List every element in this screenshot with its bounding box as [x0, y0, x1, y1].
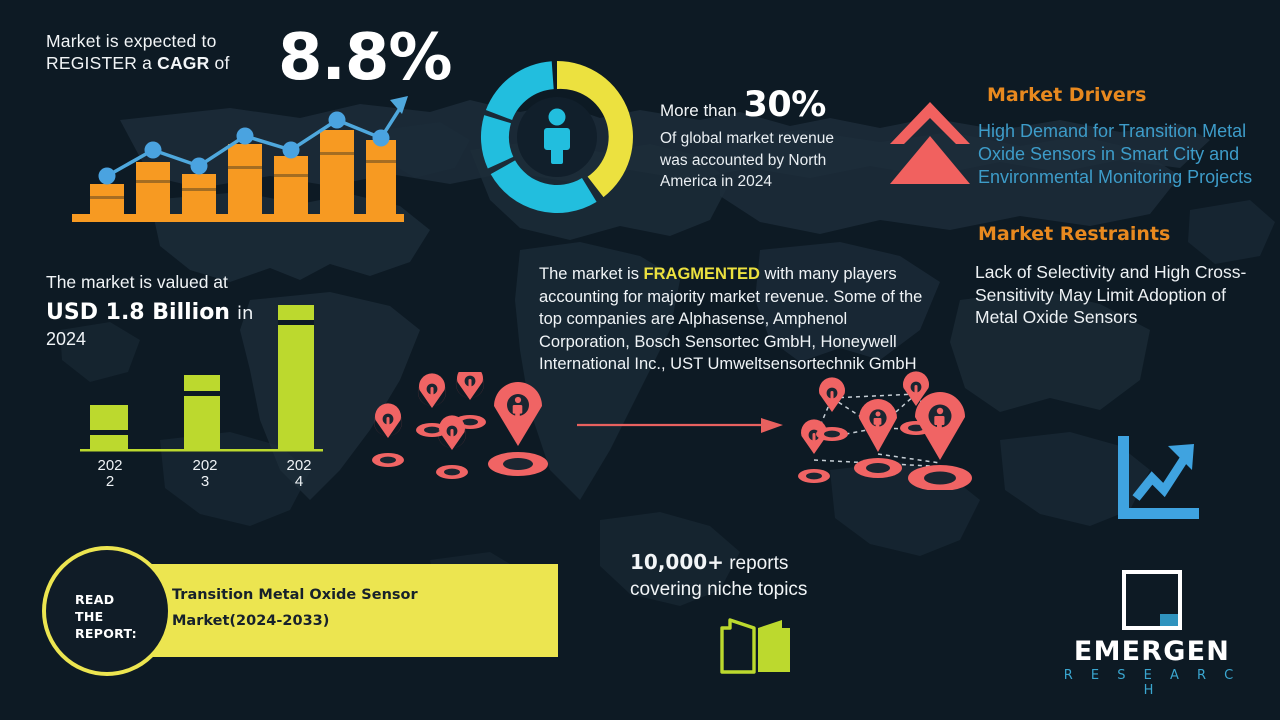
donut-slice-d	[485, 61, 554, 120]
reports-count-word: reports	[723, 553, 789, 574]
svg-text:202: 202	[192, 457, 217, 474]
report-title-line1: Transition Metal Oxide Sensor	[172, 587, 418, 603]
map-pin-large	[488, 382, 548, 476]
chart-data-points	[98, 111, 390, 185]
map-pin	[436, 415, 468, 479]
trend-arrowhead	[390, 96, 408, 114]
chart-bar-notches	[90, 152, 396, 199]
flow-arrow-icon	[575, 412, 785, 440]
logo-subtitle: R E S E A R C H	[1063, 668, 1241, 698]
map-pin-large	[908, 392, 972, 491]
donut-slice-c	[480, 115, 514, 169]
map-pin	[816, 377, 848, 441]
read-report-label: READ THE REPORT:	[75, 592, 137, 641]
valuation-in-word: in	[236, 303, 254, 324]
market-drivers-title: Market Drivers	[987, 84, 1147, 106]
chart-bars	[90, 130, 396, 214]
map-pins-cluster-left	[358, 365, 588, 492]
cagr-lead-text: Market is expected to REGISTER a CAGR of	[46, 26, 261, 74]
logo-square-icon	[1122, 570, 1182, 630]
market-valuation-block: The market is valued at USD 1.8 Billion …	[46, 272, 336, 351]
read-report-badge[interactable]: READ THE REPORT:	[42, 546, 172, 676]
cagr-value: 8.8%	[278, 21, 452, 95]
green-chart-baseline	[80, 449, 323, 452]
reports-count-subtitle: covering niche topics	[630, 579, 808, 600]
donut-slice-b	[490, 160, 597, 214]
cagr-lead-line2-post: of	[209, 53, 230, 73]
map-pin	[372, 403, 404, 467]
na-description: Of global market revenue was accounted b…	[660, 130, 835, 190]
green-bar-notches	[90, 320, 314, 435]
reports-count-value: 10,000+	[630, 550, 724, 574]
report-title-line2: Market(2024-2033)	[172, 613, 330, 629]
regional-share-donut	[478, 58, 636, 216]
fragmented-post: with many players accounting for majorit…	[539, 265, 923, 374]
na-more-than-label: More than	[660, 101, 737, 120]
green-bars	[90, 305, 314, 450]
market-restraints-text: Lack of Selectivity and High Cross-Sensi…	[975, 262, 1247, 327]
open-book-icon	[718, 616, 794, 674]
cagr-lead-line1: Market is expected to	[46, 31, 217, 51]
fragmented-market-text: The market is FRAGMENTED with many playe…	[539, 263, 929, 376]
emergen-research-logo: EMERGEN R E S E A R C H	[1062, 570, 1242, 698]
chart-baseline	[72, 214, 404, 222]
growth-trend-chart	[72, 88, 412, 222]
read-report-banner[interactable]: Transition Metal Oxide Sensor Market(202…	[148, 564, 558, 657]
cagr-lead-bold: CAGR	[157, 53, 210, 73]
valuation-lead: The market is valued at	[46, 272, 228, 292]
up-arrows-icon	[888, 100, 972, 186]
north-america-share-block: More than 30% Of global market revenue w…	[660, 85, 875, 193]
market-value-chart: 202 2 202 3 202 4	[80, 292, 330, 492]
svg-text:4: 4	[295, 473, 303, 490]
svg-text:202: 202	[97, 457, 122, 474]
fragmented-pre: The market is	[539, 265, 644, 283]
cagr-lead-line2-pre: REGISTER a	[46, 53, 158, 73]
svg-text:202: 202	[286, 457, 311, 474]
map-pins-cluster-right	[780, 368, 995, 491]
report-title: Transition Metal Oxide Sensor Market(202…	[172, 582, 532, 634]
map-pin	[854, 399, 902, 478]
valuation-amount: USD 1.8 Billion	[46, 300, 230, 325]
donut-slice-north-america	[557, 61, 633, 198]
svg-text:2: 2	[106, 473, 114, 490]
market-restraints-title: Market Restraints	[978, 223, 1171, 245]
growth-chart-icon	[1110, 432, 1202, 524]
market-drivers-text: High Demand for Transition Metal Oxide S…	[978, 121, 1253, 187]
fragmented-highlight: FRAGMENTED	[643, 265, 760, 283]
reports-count-block: 10,000+ reports covering niche topics	[630, 550, 890, 601]
na-percent-value: 30%	[743, 85, 827, 125]
valuation-year: 2024	[46, 329, 87, 349]
logo-wordmark: EMERGEN	[1073, 636, 1231, 667]
person-icon	[544, 108, 570, 164]
svg-text:3: 3	[201, 473, 209, 490]
cagr-block: Market is expected to REGISTER a CAGR of…	[46, 21, 466, 95]
